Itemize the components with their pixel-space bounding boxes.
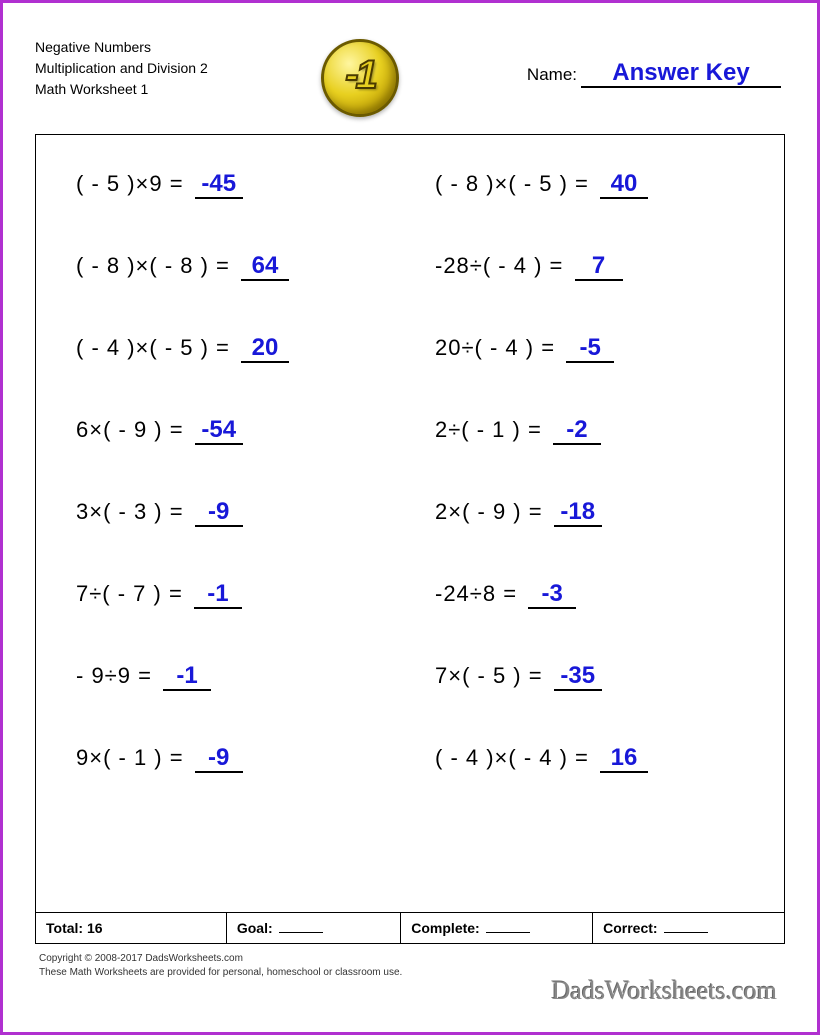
logo-text: -1: [315, 53, 405, 98]
problem-expression: ( - 8 )×( - 5 ) =: [435, 171, 596, 197]
name-block: Name: Answer Key: [415, 33, 785, 88]
problem-answer: 64: [241, 254, 289, 281]
problem-answer: -45: [195, 172, 243, 199]
problem-4: -28÷( - 4 ) = 7: [415, 253, 764, 281]
goal-label: Goal:: [237, 920, 273, 936]
problem-expression: 20÷( - 4 ) =: [435, 335, 562, 361]
problem-12: -24÷8 = -3: [415, 581, 764, 609]
problems-grid: ( - 5 )×9 = -45( - 8 )×( - 5 ) = 40( - 8…: [56, 171, 764, 773]
problem-answer: -1: [163, 664, 211, 691]
complete-label: Complete:: [411, 920, 479, 936]
problem-14: 7×( - 5 ) = -35: [415, 663, 764, 691]
problem-answer: -54: [195, 418, 243, 445]
name-value: Answer Key: [581, 61, 781, 88]
goal-blank: [279, 921, 323, 933]
problem-expression: ( - 4 )×( - 4 ) =: [435, 745, 596, 771]
problem-expression: 6×( - 9 ) =: [76, 417, 191, 443]
problem-11: 7÷( - 7 ) = -1: [56, 581, 405, 609]
problem-expression: - 9÷9 =: [76, 663, 159, 689]
problem-expression: ( - 4 )×( - 5 ) =: [76, 335, 237, 361]
problem-answer: -2: [553, 418, 601, 445]
footer-correct: Correct:: [593, 913, 785, 944]
footer-total: Total: 16: [35, 913, 227, 944]
problem-answer: -9: [195, 500, 243, 527]
correct-blank: [664, 921, 708, 933]
problem-answer: 20: [241, 336, 289, 363]
title-line-1: Negative Numbers: [35, 37, 295, 58]
problem-10: 2×( - 9 ) = -18: [415, 499, 764, 527]
content-frame: ( - 5 )×9 = -45( - 8 )×( - 5 ) = 40( - 8…: [35, 134, 785, 944]
problem-expression: 9×( - 1 ) =: [76, 745, 191, 771]
total-value: 16: [87, 920, 103, 936]
problem-3: ( - 8 )×( - 8 ) = 64: [56, 253, 405, 281]
footer-complete: Complete:: [401, 913, 593, 944]
problem-answer: -5: [566, 336, 614, 363]
problem-expression: ( - 5 )×9 =: [76, 171, 191, 197]
title-line-2: Multiplication and Division 2: [35, 58, 295, 79]
total-label: Total:: [46, 920, 83, 936]
problem-13: - 9÷9 = -1: [56, 663, 405, 691]
problem-16: ( - 4 )×( - 4 ) = 16: [415, 745, 764, 773]
title-line-3: Math Worksheet 1: [35, 79, 295, 100]
problem-8: 2÷( - 1 ) = -2: [415, 417, 764, 445]
problem-answer: -1: [194, 582, 242, 609]
problem-answer: -35: [554, 664, 602, 691]
problem-2: ( - 8 )×( - 5 ) = 40: [415, 171, 764, 199]
footer-table: Total: 16 Goal: Complete: Correct:: [35, 912, 785, 944]
brand-watermark: DadsWorksheets.com: [552, 976, 777, 1006]
problem-answer: -3: [528, 582, 576, 609]
problem-expression: -24÷8 =: [435, 581, 524, 607]
footer-goal: Goal:: [227, 913, 401, 944]
problem-5: ( - 4 )×( - 5 ) = 20: [56, 335, 405, 363]
problem-answer: 7: [575, 254, 623, 281]
problem-expression: ( - 8 )×( - 8 ) =: [76, 253, 237, 279]
problem-6: 20÷( - 4 ) = -5: [415, 335, 764, 363]
problem-7: 6×( - 9 ) = -54: [56, 417, 405, 445]
copyright-line-1: Copyright © 2008-2017 DadsWorksheets.com: [39, 952, 785, 966]
worksheet-frame: Negative Numbers Multiplication and Divi…: [0, 0, 820, 1035]
problem-expression: 3×( - 3 ) =: [76, 499, 191, 525]
problem-expression: 7÷( - 7 ) =: [76, 581, 190, 607]
correct-label: Correct:: [603, 920, 657, 936]
problem-answer: 40: [600, 172, 648, 199]
logo: -1: [295, 33, 415, 123]
problem-1: ( - 5 )×9 = -45: [56, 171, 405, 199]
problem-expression: 2×( - 9 ) =: [435, 499, 550, 525]
header: Negative Numbers Multiplication and Divi…: [35, 33, 785, 128]
problem-answer: -18: [554, 500, 602, 527]
problem-expression: 7×( - 5 ) =: [435, 663, 550, 689]
name-label: Name:: [527, 65, 577, 85]
title-block: Negative Numbers Multiplication and Divi…: [35, 33, 295, 100]
problem-expression: -28÷( - 4 ) =: [435, 253, 571, 279]
complete-blank: [486, 921, 530, 933]
problem-answer: 16: [600, 746, 648, 773]
problem-15: 9×( - 1 ) = -9: [56, 745, 405, 773]
problem-answer: -9: [195, 746, 243, 773]
problem-expression: 2÷( - 1 ) =: [435, 417, 549, 443]
problem-9: 3×( - 3 ) = -9: [56, 499, 405, 527]
